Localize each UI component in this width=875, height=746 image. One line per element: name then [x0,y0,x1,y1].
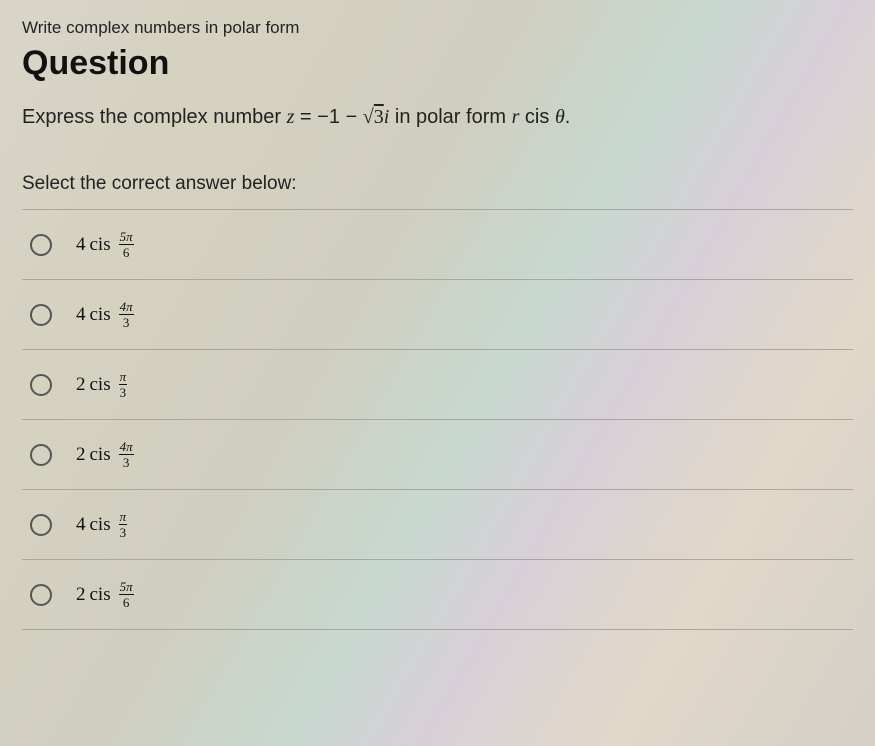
option-cis: cis [90,374,111,396]
option-row[interactable]: 4 cis 5π 6 [22,210,853,280]
option-fraction: 5π 6 [119,230,134,259]
prompt-rhs-a: −1 − [317,106,363,128]
radio-button[interactable] [30,514,52,536]
prompt-eq: = [294,106,317,128]
prompt-sqrt-val: 3 [374,106,384,128]
option-answer: 2 cis π 3 [76,370,127,399]
prompt-mid: in polar form [389,106,511,128]
option-answer: 2 cis 5π 6 [76,580,134,609]
radio-button[interactable] [30,374,52,396]
option-fraction: 4π 3 [119,300,134,329]
option-coeff: 4 [76,514,86,536]
option-answer: 4 cis π 3 [76,510,127,539]
option-row[interactable]: 2 cis 4π 3 [22,420,853,490]
frac-num: 4π [119,440,134,455]
prompt-cis: cis [519,106,555,128]
radio-button[interactable] [30,304,52,326]
prompt-theta: θ [555,106,565,128]
frac-num: 5π [119,580,134,595]
question-heading: Question [22,44,853,83]
option-row[interactable]: 4 cis 4π 3 [22,280,853,350]
frac-num: 5π [119,230,134,245]
option-row[interactable]: 2 cis π 3 [22,350,853,420]
question-prompt: Express the complex number z = −1 − √3i … [22,103,853,131]
option-coeff: 4 [76,304,86,326]
frac-den: 3 [120,525,127,539]
frac-num: 4π [119,300,134,315]
radio-button[interactable] [30,584,52,606]
frac-den: 3 [123,315,130,329]
option-coeff: 2 [76,444,86,466]
option-cis: cis [90,304,111,326]
frac-den: 3 [120,385,127,399]
frac-num: π [119,370,128,385]
option-coeff: 2 [76,584,86,606]
option-answer: 4 cis 5π 6 [76,230,134,259]
option-fraction: π 3 [119,370,128,399]
frac-den: 3 [123,455,130,469]
frac-den: 6 [123,245,130,259]
prompt-post: . [565,106,571,128]
option-cis: cis [90,234,111,256]
select-instruction: Select the correct answer below: [22,173,853,210]
option-cis: cis [90,444,111,466]
option-coeff: 4 [76,234,86,256]
question-page: Write complex numbers in polar form Ques… [0,0,875,746]
option-fraction: π 3 [119,510,128,539]
option-row[interactable]: 4 cis π 3 [22,490,853,560]
options-list: 4 cis 5π 6 4 cis 4π 3 2 [22,210,853,630]
radio-button[interactable] [30,234,52,256]
option-coeff: 2 [76,374,86,396]
sqrt-icon: √3 [363,106,384,128]
option-cis: cis [90,514,111,536]
option-answer: 4 cis 4π 3 [76,300,134,329]
frac-num: π [119,510,128,525]
option-fraction: 5π 6 [119,580,134,609]
prompt-pre: Express the complex number [22,106,287,128]
radio-button[interactable] [30,444,52,466]
option-row[interactable]: 2 cis 5π 6 [22,560,853,630]
frac-den: 6 [123,595,130,609]
option-answer: 2 cis 4π 3 [76,440,134,469]
option-cis: cis [90,584,111,606]
topic-label: Write complex numbers in polar form [22,18,853,38]
option-fraction: 4π 3 [119,440,134,469]
